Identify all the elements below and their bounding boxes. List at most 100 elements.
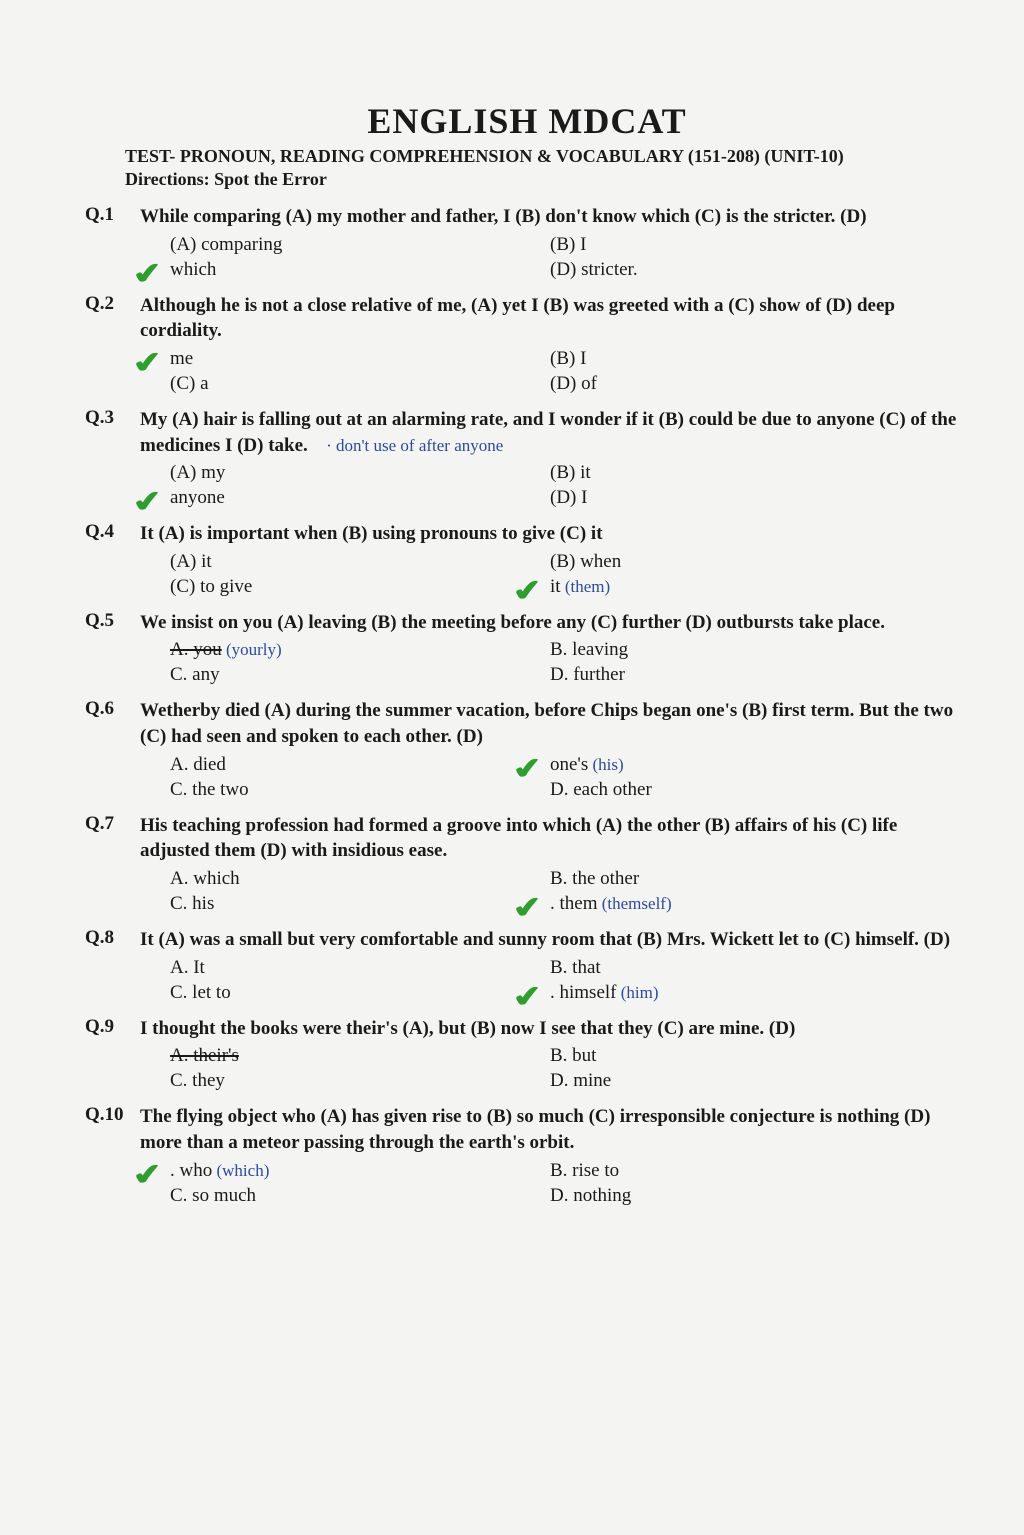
- option-left: A. you (yourly): [170, 639, 550, 661]
- checkmark-icon: ✔: [130, 484, 166, 521]
- question: Q.1While comparing (A) my mother and fat…: [85, 204, 969, 281]
- question-text: The flying object who (A) has given rise…: [140, 1104, 969, 1155]
- question-number: Q.6: [85, 698, 140, 749]
- option-left: ✔anyone: [170, 487, 550, 509]
- option-line: A. whichB. the other: [170, 868, 969, 890]
- option-line: C. anyD. further: [170, 664, 969, 686]
- question-text: Wetherby died (A) during the summer vaca…: [140, 698, 969, 749]
- option-right: B. but: [550, 1045, 969, 1067]
- option-line: (A) my(B) it: [170, 462, 969, 484]
- option-left: C. they: [170, 1070, 550, 1092]
- options: A. you (yourly)B. leaving C. anyD. furthe…: [170, 639, 969, 686]
- questions-container: Q.1While comparing (A) my mother and fat…: [85, 204, 969, 1207]
- question-text: We insist on you (A) leaving (B) the mee…: [140, 610, 969, 636]
- checkmark-icon: ✔: [510, 750, 546, 787]
- question-text: His teaching profession had formed a gro…: [140, 813, 969, 864]
- option-line: C. his✔. them (themself): [170, 893, 969, 915]
- question: Q.5We insist on you (A) leaving (B) the …: [85, 610, 969, 687]
- handwritten-note: (his): [588, 755, 623, 774]
- option-right: (D) stricter.: [550, 259, 969, 281]
- checkmark-icon: ✔: [130, 255, 166, 292]
- option-line: C. let to✔. himself (him): [170, 982, 969, 1004]
- option-right: (B) I: [550, 234, 969, 256]
- checkmark-icon: ✔: [510, 572, 546, 609]
- option-right: B. leaving: [550, 639, 969, 661]
- option-left: A. their's: [170, 1045, 550, 1067]
- handwritten-note: (yourly): [222, 640, 282, 659]
- question-number: Q.10: [85, 1104, 140, 1155]
- option-line: (A) it(B) when: [170, 551, 969, 573]
- option-line: (C) to give✔it (them): [170, 576, 969, 598]
- option-line: A. you (yourly)B. leaving: [170, 639, 969, 661]
- question-number: Q.9: [85, 1016, 140, 1042]
- option-line: ✔. who (which)B. rise to: [170, 1160, 969, 1182]
- question-number: Q.8: [85, 927, 140, 953]
- option-left: ✔me: [170, 348, 550, 370]
- question-text: It (A) is important when (B) using prono…: [140, 521, 969, 547]
- checkmark-icon: ✔: [130, 1156, 166, 1193]
- options: ✔me(B) I(C) a(D) of: [170, 348, 969, 395]
- option-right: B. that: [550, 957, 969, 979]
- options: ✔. who (which)B. rise toC. so muchD. not…: [170, 1160, 969, 1207]
- options: (A) comparing(B) I✔which(D) stricter.: [170, 234, 969, 281]
- option-line: C. the twoD. each other: [170, 779, 969, 801]
- question: Q.4It (A) is important when (B) using pr…: [85, 521, 969, 598]
- question: Q.3My (A) hair is falling out at an alar…: [85, 407, 969, 509]
- option-left: (A) comparing: [170, 234, 550, 256]
- option-left: C. let to: [170, 982, 550, 1004]
- question: Q.2Although he is not a close relative o…: [85, 293, 969, 395]
- option-left: A. died: [170, 754, 550, 776]
- handwritten-note: (them): [561, 577, 611, 596]
- option-left: A. which: [170, 868, 550, 890]
- option-line: C. so muchD. nothing: [170, 1185, 969, 1207]
- option-right: (B) when: [550, 551, 969, 573]
- option-left: (C) a: [170, 373, 550, 395]
- question-text: Although he is not a close relative of m…: [140, 293, 969, 344]
- option-left: ✔. who (which): [170, 1160, 550, 1182]
- question: Q.6Wetherby died (A) during the summer v…: [85, 698, 969, 800]
- question: Q.9I thought the books were their's (A),…: [85, 1016, 969, 1093]
- option-left: A. It: [170, 957, 550, 979]
- directions: Directions: Spot the Error: [125, 169, 969, 190]
- option-left: (A) it: [170, 551, 550, 573]
- checkmark-icon: ✔: [510, 890, 546, 927]
- option-right: D. mine: [550, 1070, 969, 1092]
- option-right: ✔. himself (him): [550, 982, 969, 1004]
- question-number: Q.3: [85, 407, 140, 458]
- option-right: B. rise to: [550, 1160, 969, 1182]
- option-right: ✔one's (his): [550, 754, 969, 776]
- options: (A) it(B) when(C) to give✔it (them): [170, 551, 969, 598]
- options: A. died✔one's (his) C. the twoD. each oth…: [170, 754, 969, 801]
- option-left: C. so much: [170, 1185, 550, 1207]
- question-text: It (A) was a small but very comfortable …: [140, 927, 969, 953]
- handwritten-note: (themself): [598, 894, 672, 913]
- question-text: While comparing (A) my mother and father…: [140, 204, 969, 230]
- question-number: Q.5: [85, 610, 140, 636]
- option-line: (C) a(D) of: [170, 373, 969, 395]
- option-left: ✔which: [170, 259, 550, 281]
- checkmark-icon: ✔: [130, 344, 166, 381]
- handwritten-note: (him): [617, 983, 659, 1002]
- option-line: ✔anyone(D) I: [170, 487, 969, 509]
- option-left: (A) my: [170, 462, 550, 484]
- question-number: Q.2: [85, 293, 140, 344]
- question-number: Q.7: [85, 813, 140, 864]
- option-left: (C) to give: [170, 576, 550, 598]
- options: A. ItB. thatC. let to✔. himself (him): [170, 957, 969, 1004]
- option-right: D. further: [550, 664, 969, 686]
- options: A. whichB. the other C. his✔. them (thems…: [170, 868, 969, 915]
- handwritten-note: (which): [212, 1161, 269, 1180]
- checkmark-icon: ✔: [510, 978, 546, 1015]
- option-right: (D) I: [550, 487, 969, 509]
- option-right: B. the other: [550, 868, 969, 890]
- option-right: (B) I: [550, 348, 969, 370]
- handwritten-note: · don't use of after anyone: [322, 436, 504, 455]
- page-title: ENGLISH MDCAT: [85, 100, 969, 142]
- test-subtitle: TEST- PRONOUN, READING COMPREHENSION & V…: [125, 146, 969, 167]
- question: Q.8It (A) was a small but very comfortab…: [85, 927, 969, 1004]
- question-number: Q.1: [85, 204, 140, 230]
- option-right: (D) of: [550, 373, 969, 395]
- option-line: ✔me(B) I: [170, 348, 969, 370]
- option-right: ✔it (them): [550, 576, 969, 598]
- option-right: D. nothing: [550, 1185, 969, 1207]
